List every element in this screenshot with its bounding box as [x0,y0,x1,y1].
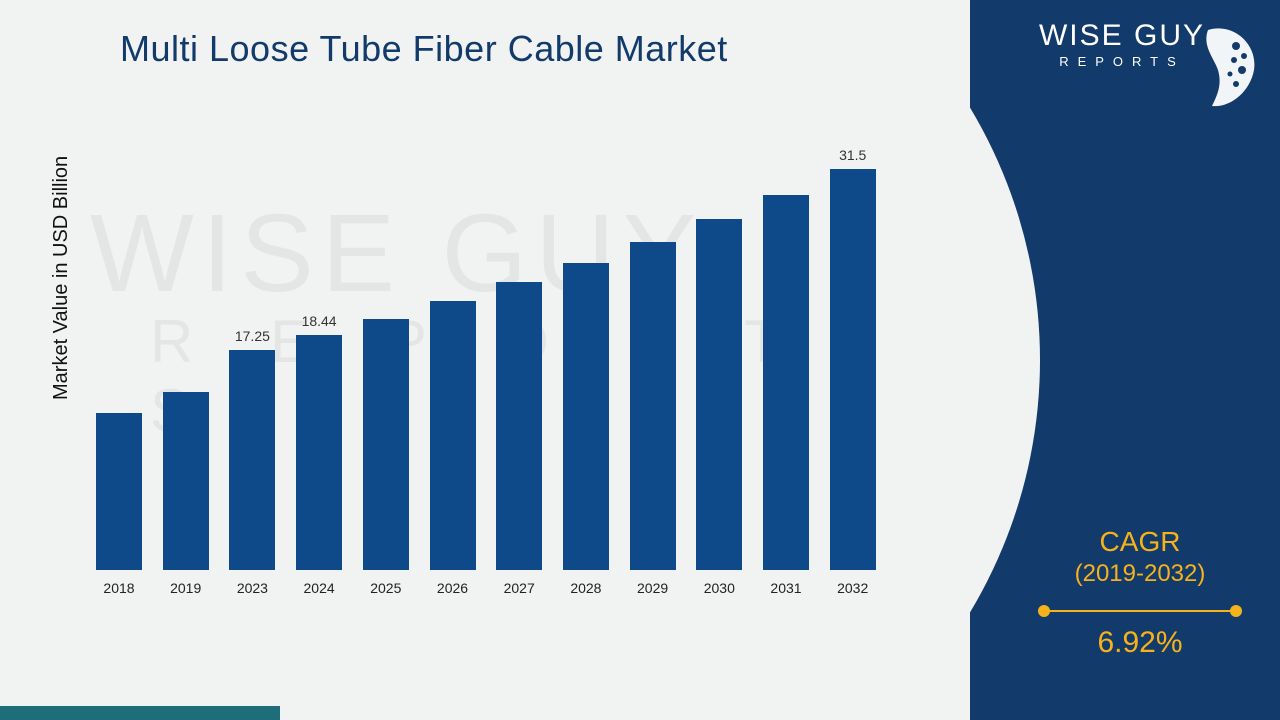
bar-value-label: 17.25 [222,328,282,344]
bar-value-label: 31.5 [823,147,883,163]
x-tick-label: 2018 [89,580,149,596]
x-tick-label: 2019 [156,580,216,596]
brand-logo: WISE GUY REPORTS [992,20,1252,69]
bar [696,219,742,570]
x-tick-label: 2024 [289,580,349,596]
x-tick-label: 2031 [756,580,816,596]
bar [229,350,275,570]
bar-value-label: 18.44 [289,313,349,329]
cagr-label: CAGR [1030,526,1250,558]
bar-chart: 17.2518.4431.5 2018201920232024202520262… [96,150,896,600]
bar [830,169,876,570]
x-tick-label: 2032 [823,580,883,596]
bar [763,195,809,570]
bar [630,242,676,570]
y-axis-label: Market Value in USD Billion [50,156,73,400]
cagr-callout: CAGR (2019-2032) 6.92% [1030,526,1250,660]
bar [96,413,142,570]
bar [163,392,209,570]
cagr-value: 6.92% [1030,626,1250,660]
chart-title: Multi Loose Tube Fiber Cable Market [120,28,728,70]
bar [496,282,542,570]
bar [563,263,609,570]
cagr-divider [1044,610,1236,612]
bar [296,335,342,570]
x-tick-label: 2026 [423,580,483,596]
x-tick-label: 2023 [222,580,282,596]
bar [430,301,476,570]
x-tick-label: 2029 [623,580,683,596]
x-tick-label: 2025 [356,580,416,596]
bottom-accent-bar [0,706,280,720]
stage: WISE GUY R E P O R T S Multi Loose Tube … [0,0,1280,720]
cagr-range: (2019-2032) [1030,560,1250,588]
bar [363,319,409,570]
x-tick-label: 2030 [689,580,749,596]
x-tick-label: 2027 [489,580,549,596]
head-icon [1188,26,1258,110]
x-tick-label: 2028 [556,580,616,596]
plot-area: 17.25 18.44 31.5 [96,150,896,570]
